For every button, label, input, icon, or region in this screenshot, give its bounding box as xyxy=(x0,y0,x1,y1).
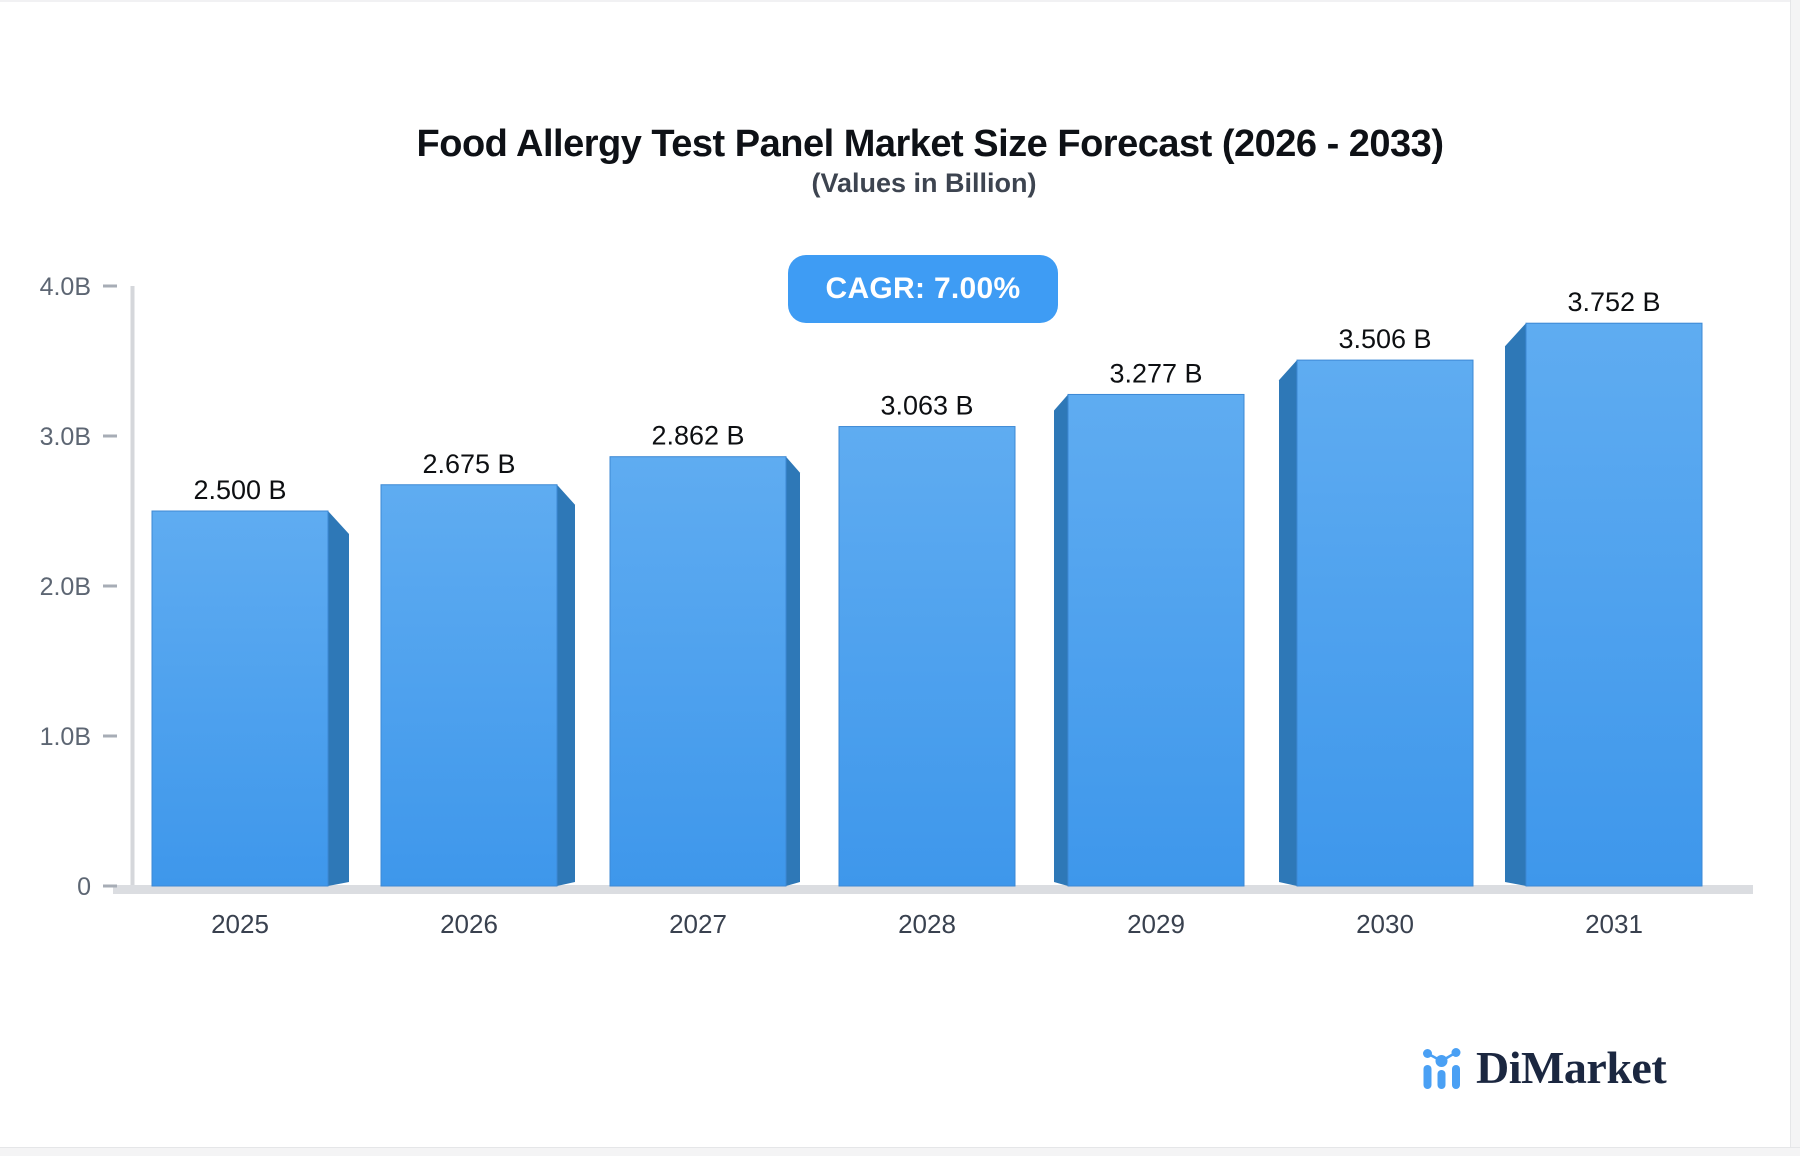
bar[interactable] xyxy=(1525,322,1703,887)
bar-side-face xyxy=(786,456,800,886)
y-axis-tick-mark xyxy=(103,434,117,438)
bar-side-face xyxy=(328,511,349,886)
bar-side-face xyxy=(1505,323,1526,886)
bar[interactable] xyxy=(1067,393,1245,887)
bar-value-label: 2.675 B xyxy=(422,449,515,479)
window-edge-top xyxy=(0,0,1800,2)
bar-side-face xyxy=(1054,394,1068,886)
bar-value-label: 2.862 B xyxy=(651,421,744,451)
x-axis-label: 2025 xyxy=(211,909,269,939)
x-axis-label: 2026 xyxy=(440,909,498,939)
x-axis-label: 2031 xyxy=(1585,909,1643,939)
y-axis-tick-mark xyxy=(103,734,117,738)
y-axis-tick-mark xyxy=(103,584,117,588)
y-axis-tick-label: 0 xyxy=(77,873,91,901)
bar-value-label: 3.277 B xyxy=(1109,358,1202,388)
chart-title: Food Allergy Test Panel Market Size Fore… xyxy=(416,123,1444,166)
brand-name: DiMarket xyxy=(1476,1041,1667,1093)
x-axis-label: 2030 xyxy=(1356,909,1414,939)
x-axis-label: 2028 xyxy=(898,909,956,939)
y-axis-tick-label: 2.0B xyxy=(40,573,91,601)
brand-logo: DiMarket xyxy=(1421,1041,1667,1093)
x-axis-label: 2027 xyxy=(669,909,727,939)
bar[interactable] xyxy=(151,510,329,887)
y-axis-tick-label: 3.0B xyxy=(40,423,91,451)
bar-side-face xyxy=(557,484,575,886)
y-axis-tick-label: 4.0B xyxy=(40,273,91,301)
y-axis-tick-mark xyxy=(103,284,117,288)
bar-value-label: 2.500 B xyxy=(193,475,286,505)
chart-subtitle: (Values in Billion) xyxy=(811,168,1037,198)
bar[interactable] xyxy=(838,426,1016,887)
y-axis-line xyxy=(130,286,135,885)
y-axis-tick-label: 1.0B xyxy=(40,723,91,751)
bar[interactable] xyxy=(609,456,787,887)
y-axis-tick-mark xyxy=(103,884,117,888)
bar-value-label: 3.506 B xyxy=(1338,324,1431,354)
x-axis-baseline xyxy=(113,885,1753,894)
cagr-badge: CAGR: 7.00% xyxy=(788,255,1058,323)
x-axis-label: 2029 xyxy=(1127,909,1185,939)
bar-side-face xyxy=(1279,360,1297,887)
bar[interactable] xyxy=(380,484,558,887)
bar[interactable] xyxy=(1296,359,1474,887)
dimarket-logo-icon xyxy=(1423,1048,1461,1089)
window-edge-right xyxy=(1790,0,1800,1156)
window-edge-bottom xyxy=(0,1147,1800,1156)
bar-value-label: 3.063 B xyxy=(880,391,973,421)
bar-value-label: 3.752 B xyxy=(1567,287,1660,317)
